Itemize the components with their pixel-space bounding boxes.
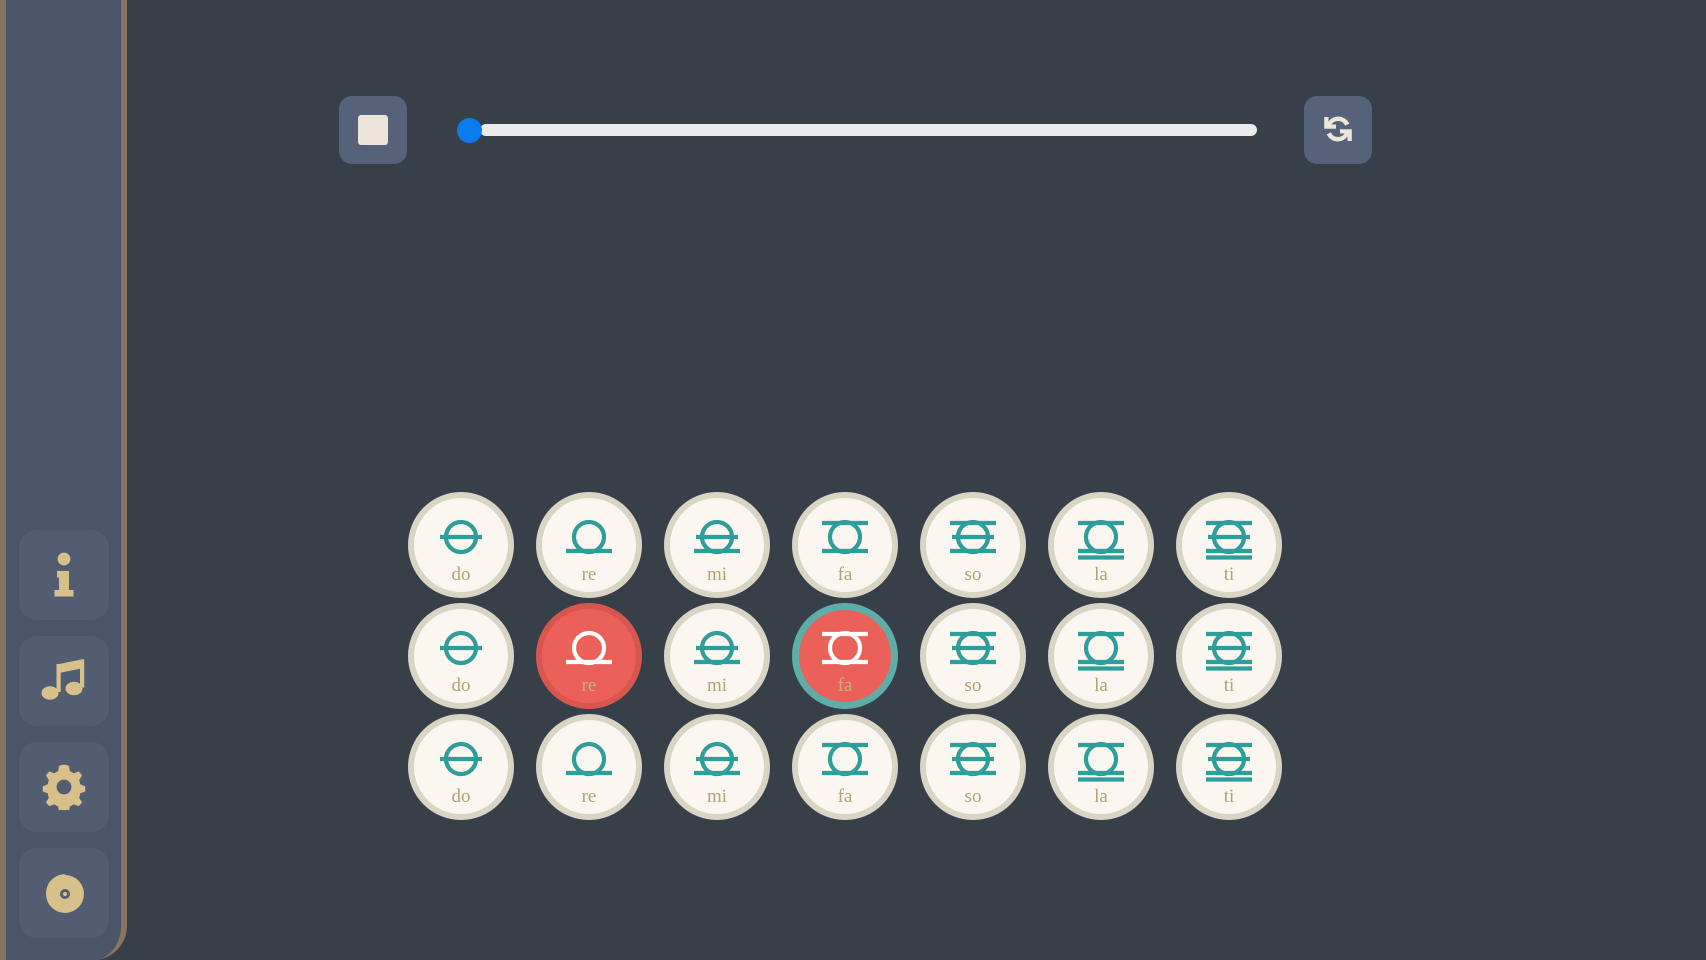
note-symbol-ti [1206, 630, 1252, 671]
note-symbol-do [440, 519, 482, 555]
note-symbol-mi [694, 741, 740, 777]
note-label: ti [1223, 786, 1235, 807]
note-row: do re mi fa so la ti [408, 714, 1282, 820]
note-symbol-so [950, 630, 996, 666]
vinyl-record-icon [40, 869, 88, 917]
note-label: do [451, 786, 471, 807]
stop-square-icon [358, 115, 388, 145]
sidebar-item-record[interactable] [18, 848, 109, 938]
note-label: fa [837, 786, 853, 807]
note-label: la [1094, 675, 1108, 696]
note-cell-re[interactable]: re [536, 492, 642, 598]
note-symbol-do [440, 630, 482, 666]
note-label: do [451, 675, 471, 696]
note-cell-do[interactable]: do [408, 603, 514, 709]
note-label: so [964, 675, 982, 696]
note-symbol-re [566, 630, 612, 666]
sidebar-item-info[interactable] [18, 530, 109, 620]
note-cell-la[interactable]: la [1048, 492, 1154, 598]
note-cell-mi[interactable]: mi [664, 603, 770, 709]
note-symbol-la [1078, 741, 1124, 782]
note-label: mi [706, 786, 728, 807]
note-label: re [581, 564, 597, 585]
note-cell-mi[interactable]: mi [664, 492, 770, 598]
slider-track[interactable] [480, 124, 1257, 136]
note-symbol-ti [1206, 519, 1252, 560]
gear-icon [41, 764, 87, 810]
note-cell-re[interactable]: re [536, 714, 642, 820]
note-symbol-fa [822, 741, 868, 777]
note-label: mi [706, 675, 728, 696]
note-label: mi [706, 564, 728, 585]
note-symbol-ti [1206, 741, 1252, 782]
info-icon [42, 552, 86, 598]
note-symbol-so [950, 741, 996, 777]
note-symbol-mi [694, 519, 740, 555]
note-symbol-mi [694, 630, 740, 666]
note-label: so [964, 564, 982, 585]
refresh-button[interactable] [1304, 96, 1372, 164]
note-cell-ti[interactable]: ti [1176, 603, 1282, 709]
sidebar [0, 0, 127, 960]
note-label: fa [837, 564, 853, 585]
refresh-loop-icon [1319, 110, 1357, 151]
note-cell-re[interactable]: re [536, 603, 642, 709]
note-symbol-fa [822, 630, 868, 666]
note-label: ti [1223, 675, 1235, 696]
note-cell-ti[interactable]: ti [1176, 714, 1282, 820]
note-label: la [1094, 786, 1108, 807]
note-cell-la[interactable]: la [1048, 714, 1154, 820]
note-cell-fa[interactable]: fa [792, 603, 898, 709]
note-grid: do re mi fa so la ti do re mi fa so la ti do re mi fa so la… [408, 492, 1282, 820]
progress-slider[interactable] [457, 112, 1257, 148]
note-cell-fa[interactable]: fa [792, 492, 898, 598]
slider-thumb[interactable] [457, 118, 482, 143]
sidebar-item-settings[interactable] [18, 742, 109, 832]
note-cell-do[interactable]: do [408, 714, 514, 820]
note-symbol-fa [822, 519, 868, 555]
sidebar-item-music[interactable] [18, 636, 109, 726]
note-label: ti [1223, 564, 1235, 585]
note-row: do re mi fa so la ti [408, 603, 1282, 709]
note-symbol-re [566, 519, 612, 555]
note-cell-so[interactable]: so [920, 603, 1026, 709]
note-cell-fa[interactable]: fa [792, 714, 898, 820]
note-label: so [964, 786, 982, 807]
note-cell-so[interactable]: so [920, 714, 1026, 820]
note-symbol-re [566, 741, 612, 777]
note-symbol-do [440, 741, 482, 777]
note-symbol-so [950, 519, 996, 555]
stop-button[interactable] [339, 96, 407, 164]
note-symbol-la [1078, 630, 1124, 671]
note-cell-ti[interactable]: ti [1176, 492, 1282, 598]
top-toolbar [127, 0, 1706, 240]
note-label: la [1094, 564, 1108, 585]
note-cell-mi[interactable]: mi [664, 714, 770, 820]
note-label: do [451, 564, 471, 585]
note-cell-so[interactable]: so [920, 492, 1026, 598]
note-cell-la[interactable]: la [1048, 603, 1154, 709]
note-label: re [581, 675, 597, 696]
music-note-icon [40, 658, 88, 704]
note-label: re [581, 786, 597, 807]
note-cell-do[interactable]: do [408, 492, 514, 598]
note-symbol-la [1078, 519, 1124, 560]
note-row: do re mi fa so la ti [408, 492, 1282, 598]
note-label: fa [837, 675, 853, 696]
